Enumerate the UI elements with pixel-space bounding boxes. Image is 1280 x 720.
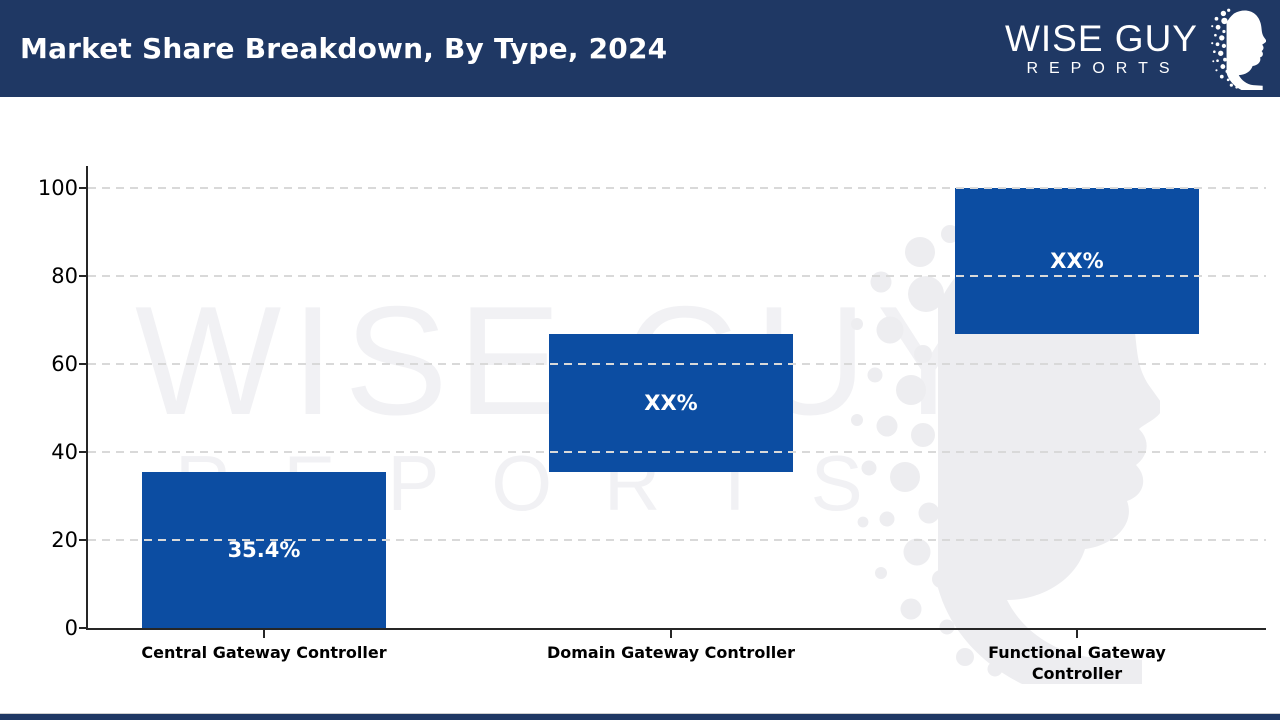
y-tick <box>79 187 88 189</box>
y-tick <box>79 451 88 453</box>
x-category-label: Central Gateway Controller <box>141 643 387 662</box>
x-tick <box>263 630 265 638</box>
x-category-label: Functional Gateway Controller <box>988 643 1166 684</box>
x-tick <box>670 630 672 638</box>
y-tick <box>79 539 88 541</box>
y-axis-line <box>86 166 88 630</box>
y-tick-label: 60 <box>51 352 78 376</box>
logo-subtitle: REPORTS <box>1026 59 1181 77</box>
y-tick <box>79 627 88 629</box>
bar-value-label: XX% <box>644 391 698 416</box>
y-tick <box>79 275 88 277</box>
wiseguy-logo: WISE GUY REPORTS <box>1005 6 1266 91</box>
wiseguy-face-icon <box>1202 6 1266 91</box>
bar-segment: XX% <box>549 334 793 473</box>
gridline <box>88 451 1266 453</box>
gridline <box>88 363 1266 365</box>
header-bar: Market Share Breakdown, By Type, 2024 WI… <box>0 0 1280 97</box>
x-tick <box>1076 630 1078 638</box>
x-axis-line <box>86 628 1266 630</box>
footer-bar <box>0 713 1280 720</box>
bar-value-label: 35.4% <box>227 538 301 563</box>
y-tick-label: 80 <box>51 264 78 288</box>
y-tick-label: 0 <box>64 616 78 640</box>
gridline <box>88 275 1266 277</box>
y-tick <box>79 363 88 365</box>
bar-segment: 35.4% <box>142 472 386 628</box>
y-tick-label: 40 <box>51 440 78 464</box>
page-title: Market Share Breakdown, By Type, 2024 <box>20 32 668 65</box>
gridline <box>88 187 1266 189</box>
bar-segment: XX% <box>955 188 1199 335</box>
x-category-label: Domain Gateway Controller <box>546 643 796 662</box>
y-tick-label: 100 <box>37 176 78 200</box>
gridline <box>88 539 1266 541</box>
y-tick-label: 20 <box>51 528 78 552</box>
chart-area: WISE GUY REPORTS 0 20 40 60 80 100 35.4% Centra… <box>0 97 1280 714</box>
wiseguy-logo-text: WISE GUY REPORTS <box>1005 20 1198 78</box>
logo-wordmark: WISE GUY <box>1004 17 1198 59</box>
bar-value-label: XX% <box>1050 249 1104 274</box>
